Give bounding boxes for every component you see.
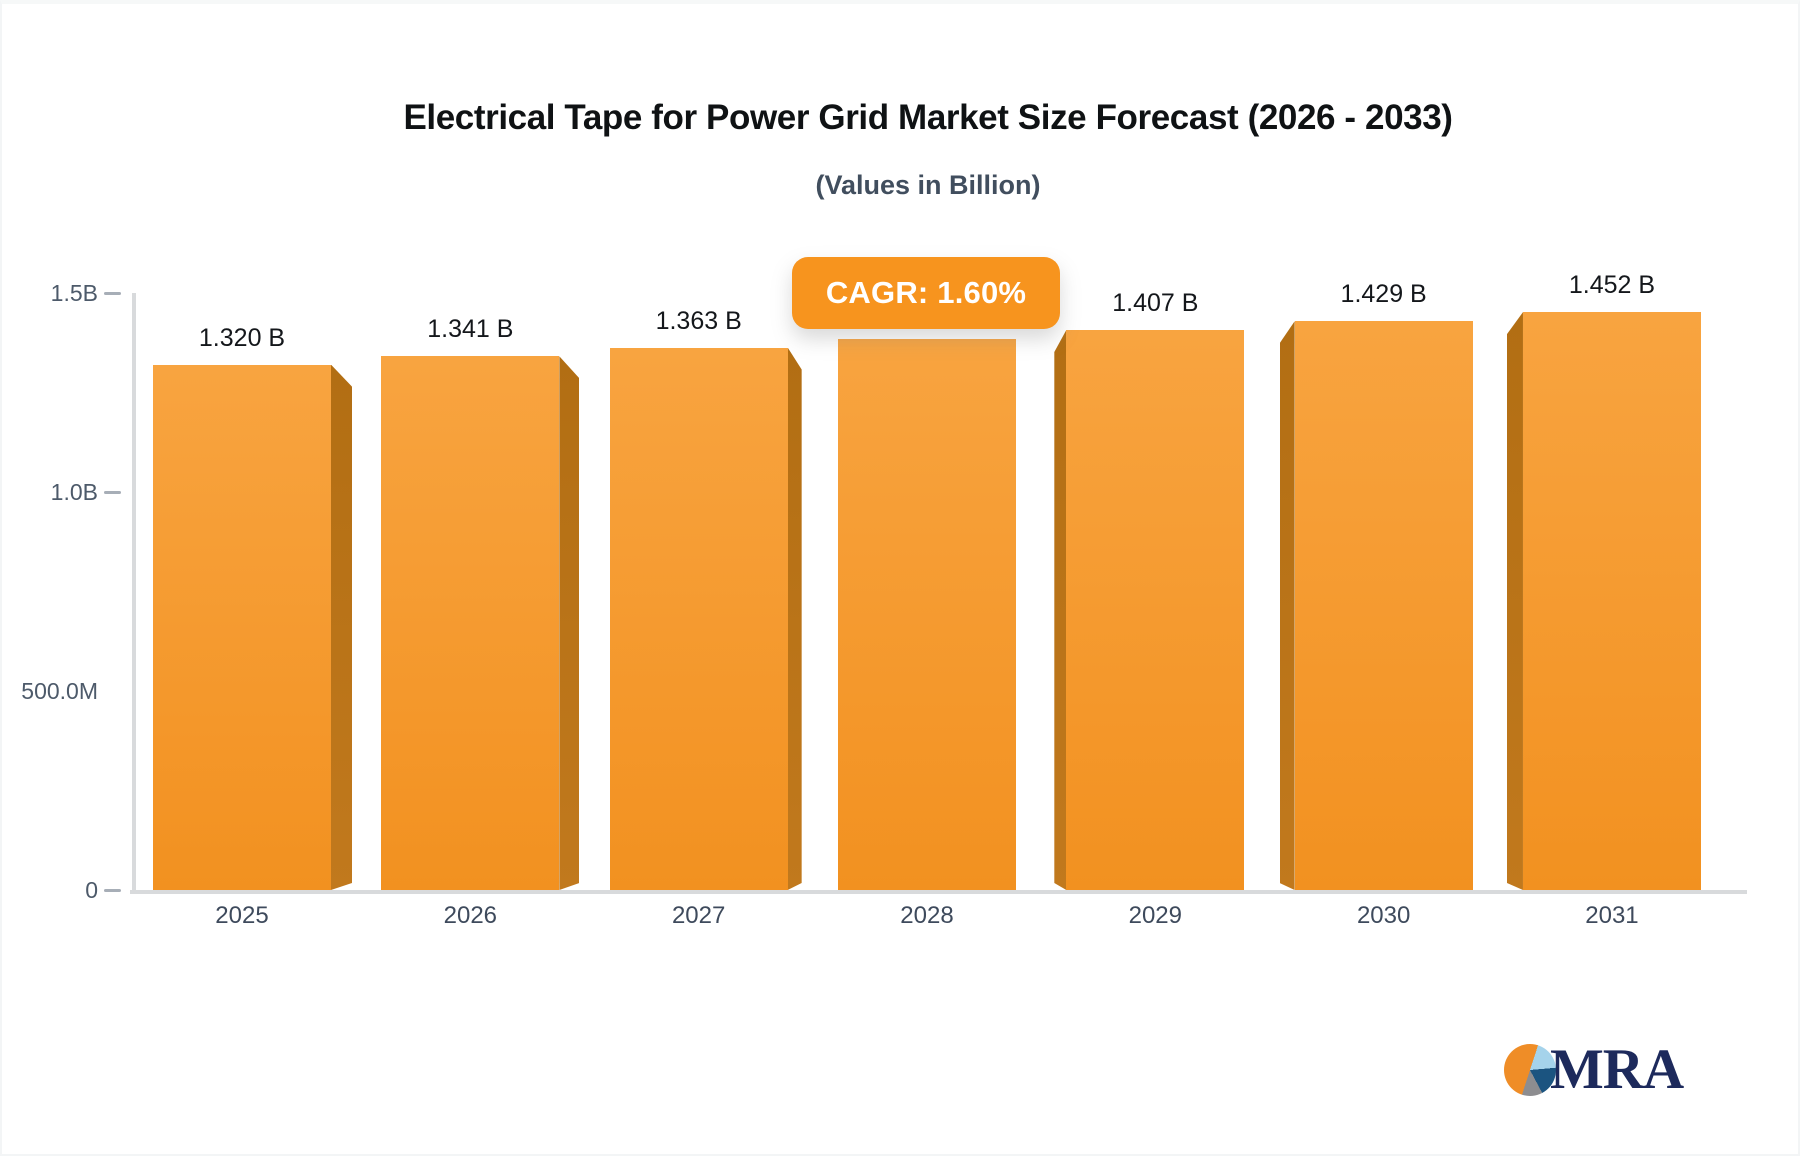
x-axis-line (130, 890, 1747, 894)
bar-2029-side-face (1054, 330, 1066, 890)
bar-2030-side-face (1280, 321, 1295, 890)
brand-logo: MRA (1504, 1038, 1684, 1101)
x-tick-label-2025: 2025 (215, 902, 269, 929)
x-tick-label-2031: 2031 (1585, 902, 1639, 929)
y-axis-line (132, 293, 136, 894)
y-tick-label: 1.5B (50, 280, 98, 306)
y-tick-label: 500.0M (21, 678, 98, 704)
bar-2025 (153, 364, 331, 890)
bar-value-label-2031: 1.452 B (1568, 271, 1656, 300)
bar-2026-side-face (559, 356, 579, 890)
x-tick-label-2030: 2030 (1356, 902, 1411, 929)
bar-value-label-2030: 1.429 B (1340, 280, 1427, 309)
bar-2031 (1522, 312, 1701, 890)
y-tick-label: 0 (85, 877, 98, 903)
x-tick-label-2027: 2027 (671, 902, 726, 929)
bar-2028 (837, 338, 1016, 890)
bar-2027-side-face (788, 348, 802, 890)
cagr-badge: CAGR: 1.60% (792, 257, 1060, 329)
bar-2030 (1294, 321, 1473, 890)
brand-logo-text: MRA (1550, 1038, 1684, 1101)
pie-chart-icon (1504, 1044, 1556, 1096)
x-tick-label-2026: 2026 (443, 902, 498, 929)
bar-value-label-2025: 1.320 B (198, 323, 286, 352)
bar-value-label-2029: 1.407 B (1112, 289, 1199, 317)
bar-2026 (381, 356, 560, 890)
bar-value-label-2027: 1.363 B (655, 306, 742, 335)
bar-2027 (609, 347, 788, 890)
bar-value-label-2026: 1.341 B (427, 315, 514, 344)
x-tick-label-2028: 2028 (900, 902, 954, 929)
x-tick-label-2029: 2029 (1128, 902, 1182, 929)
bar-2025-side-face (331, 365, 352, 890)
y-tick-dash (104, 491, 121, 494)
y-tick-label: 1.0B (50, 479, 98, 505)
chart-subtitle: (Values in Billion) (815, 170, 1041, 200)
bar-2029 (1066, 330, 1245, 890)
cagr-badge-label: CAGR: 1.60% (825, 275, 1027, 310)
y-tick-dash (104, 889, 121, 892)
bar-2031-side-face (1507, 312, 1523, 890)
chart-title: Electrical Tape for Power Grid Market Si… (403, 98, 1453, 137)
y-tick-dash (104, 292, 121, 295)
